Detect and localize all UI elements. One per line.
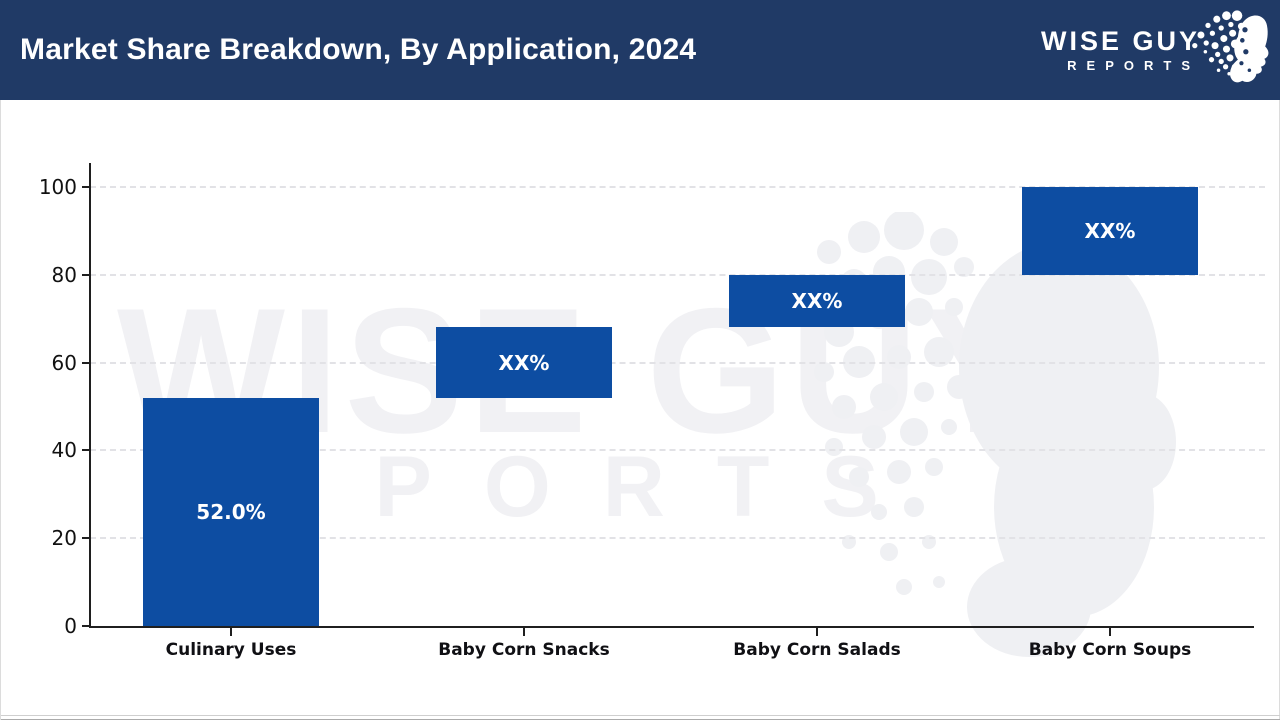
x-axis-label-baby-corn-snacks: Baby Corn Snacks	[438, 640, 610, 660]
x-tick-mark	[1109, 628, 1111, 636]
x-tick-mark	[230, 628, 232, 636]
gridline-20	[90, 537, 1265, 540]
logo-head-icon	[1192, 10, 1269, 83]
y-tick-mark	[82, 449, 89, 452]
bar-baby-corn-soups: XX%	[1022, 187, 1198, 275]
bar-culinary-uses: 52.0%	[143, 397, 319, 626]
y-tick-label: 40	[51, 438, 77, 463]
y-tick-label: 0	[64, 614, 77, 638]
brand-logo: WISE GUY REPORTS	[1041, 8, 1280, 92]
y-tick-label: 20	[51, 526, 77, 551]
bar-value-label: XX%	[498, 350, 550, 375]
y-tick-label: 60	[51, 350, 77, 375]
y-tick-mark	[82, 537, 89, 540]
chart-area: WISE GUY REPORTS 0	[0, 100, 1280, 720]
y-tick-mark	[82, 273, 89, 276]
page-title: Market Share Breakdown, By Application, …	[20, 33, 697, 66]
footer-rule-light	[1, 715, 1280, 716]
logo-wordmark: WISE GUY REPORTS	[1041, 27, 1200, 73]
header: Market Share Breakdown, By Application, …	[0, 0, 1280, 100]
gridline-100	[90, 186, 1265, 188]
logo-wordmark-line1: WISE GUY	[1040, 26, 1200, 56]
bar-baby-corn-salads: XX%	[729, 274, 905, 328]
y-tick-label: 80	[51, 262, 77, 287]
x-axis-label-culinary-uses: Culinary Uses	[165, 640, 297, 660]
x-axis-label-baby-corn-soups: Baby Corn Soups	[1028, 640, 1192, 660]
x-axis-label-baby-corn-salads: Baby Corn Salads	[733, 640, 901, 660]
gridline-60	[90, 361, 1265, 364]
y-tick-mark	[82, 186, 89, 188]
bar-value-label: XX%	[1084, 218, 1136, 243]
bar-baby-corn-snacks: XX%	[436, 327, 612, 398]
y-axis-spine	[89, 163, 91, 628]
x-axis-spine	[89, 626, 1254, 628]
x-tick-mark	[523, 628, 525, 636]
y-tick-label: 100	[38, 175, 77, 199]
gridline-80	[90, 273, 1265, 276]
bar-value-label: 52.0%	[196, 499, 266, 524]
y-tick-mark	[82, 361, 89, 364]
bar-value-label: XX%	[791, 289, 843, 314]
x-tick-mark	[816, 628, 818, 636]
y-tick-mark	[82, 625, 89, 627]
logo-wordmark-line2: REPORTS	[1067, 58, 1200, 73]
gridline-40	[90, 449, 1265, 452]
watermark-head-icon	[810, 212, 1176, 657]
